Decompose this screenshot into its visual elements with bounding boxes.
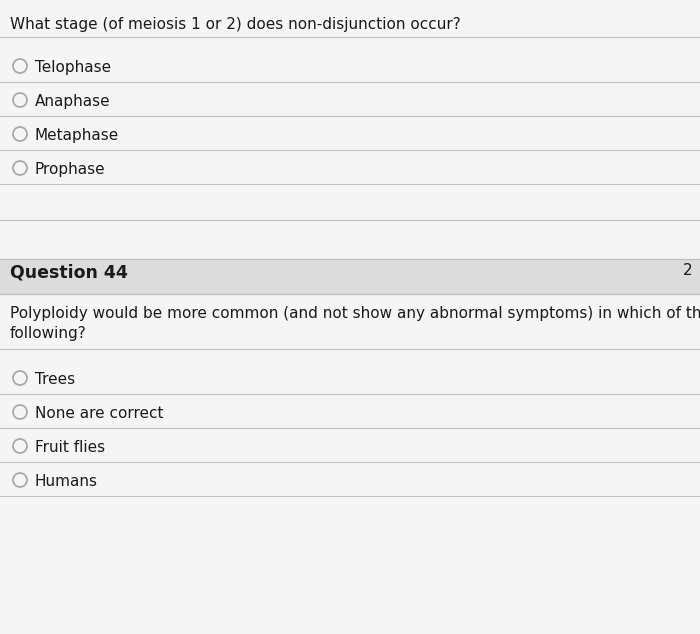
Text: Telophase: Telophase [35, 60, 111, 75]
Text: Trees: Trees [35, 372, 75, 387]
Bar [0, 0, 700, 324]
Text: What stage (of meiosis 1 or 2) does non-disjunction occur?: What stage (of meiosis 1 or 2) does non-… [10, 17, 461, 32]
Text: Fruit flies: Fruit flies [35, 440, 105, 455]
Text: Humans: Humans [35, 474, 98, 489]
Text: Metaphase: Metaphase [35, 128, 119, 143]
Text: Polyploidy would be more common (and not show any abnormal symptoms) in which of: Polyploidy would be more common (and not… [10, 306, 700, 321]
Text: following?: following? [10, 326, 87, 341]
Text: Anaphase: Anaphase [35, 94, 111, 109]
Text: None are correct: None are correct [35, 406, 164, 421]
Bar [0, 294, 700, 634]
Text: Prophase: Prophase [35, 162, 106, 177]
Bar [0, 259, 700, 294]
Text: Question 44: Question 44 [10, 263, 128, 281]
Text: 2: 2 [682, 263, 692, 278]
